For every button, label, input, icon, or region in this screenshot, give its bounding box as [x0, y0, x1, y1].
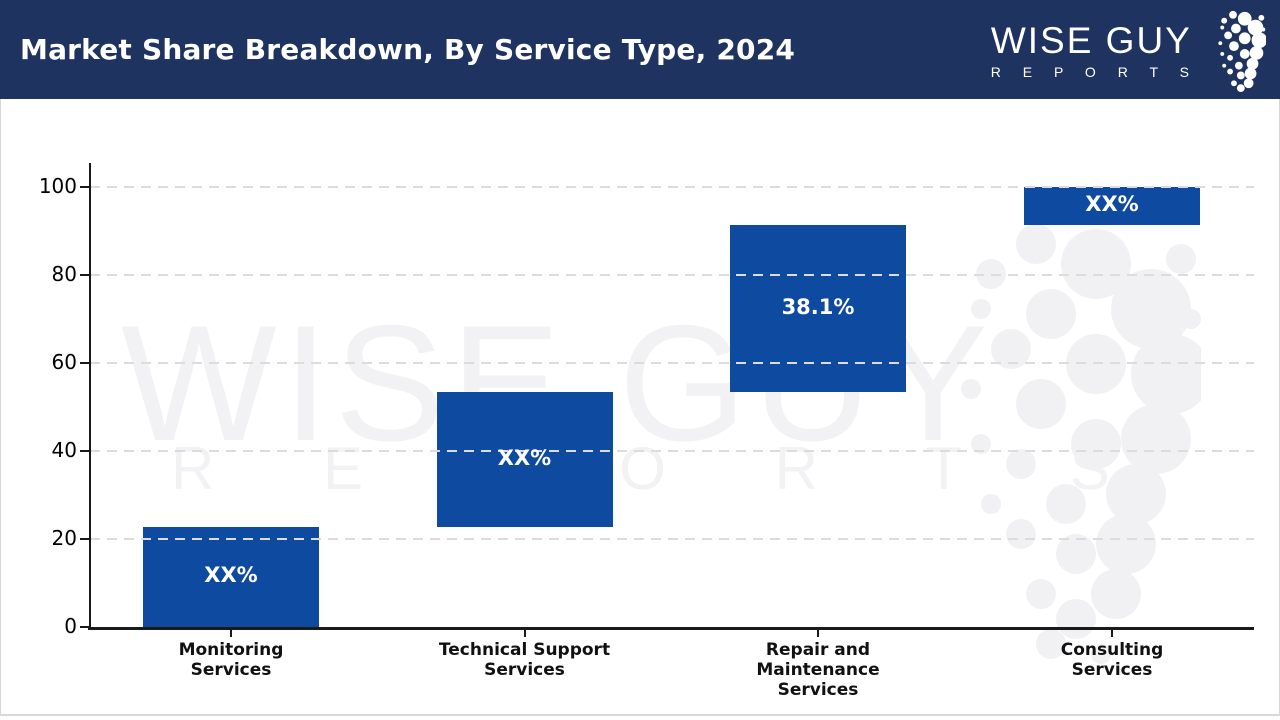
y-tick-label: 80: [51, 262, 77, 286]
y-tick-mark: [80, 362, 89, 364]
gridline: [90, 450, 1254, 452]
x-category-label: Consulting Services: [997, 640, 1227, 680]
y-tick-mark: [80, 186, 89, 188]
bar-value-label: XX%: [204, 562, 258, 587]
bar: [1024, 187, 1200, 225]
dotted-head-icon: [1218, 10, 1266, 93]
x-axis-line: [88, 627, 1254, 630]
y-tick-mark: [80, 538, 89, 540]
brand-name: WISE GUY: [990, 20, 1192, 61]
gridline: [90, 538, 1254, 540]
y-tick-mark: [80, 274, 89, 276]
bar: [730, 224, 906, 393]
x-tick-mark: [1111, 630, 1113, 637]
x-tick-mark: [817, 630, 819, 637]
y-tick-mark: [80, 450, 89, 452]
x-tick-mark: [230, 630, 232, 637]
x-category-label: Technical Support Services: [410, 640, 640, 680]
gridline: [90, 186, 1254, 188]
chart-panel: WISE GUY R E P O R T S 0 20 40: [0, 99, 1280, 716]
x-category-label: Monitoring Services: [116, 640, 346, 680]
x-category-label-line: Services: [190, 660, 272, 680]
x-category-label-line: Technical Support: [438, 640, 611, 660]
x-category-label: Repair and Maintenance Services: [703, 640, 933, 700]
x-category-label-line: Services: [777, 680, 859, 700]
x-category-label-line: Repair and: [765, 640, 871, 660]
y-tick-label: 40: [51, 438, 77, 462]
bar: [436, 392, 613, 527]
x-category-label-line: Consulting: [1060, 640, 1164, 660]
watermark-dotted-head-icon: [961, 224, 1201, 664]
x-tick-mark: [523, 630, 526, 637]
x-category-label-line: Maintenance: [756, 660, 880, 680]
brand-subname: R E P O R T S: [990, 64, 1198, 80]
page-title: Market Share Breakdown, By Service Type,…: [20, 33, 796, 66]
y-tick-mark: [80, 626, 89, 628]
x-category-label-line: Services: [484, 660, 565, 680]
y-axis-line: [89, 163, 91, 630]
plot-area: WISE GUY R E P O R T S 0 20 40: [1, 99, 1279, 714]
y-tick-label: 20: [51, 526, 77, 550]
x-category-label-line: Services: [1071, 660, 1153, 680]
gridline: [90, 274, 1254, 276]
bar-value-label: 38.1%: [781, 294, 855, 319]
brand-logo: WISE GUY R E P O R T S: [985, 8, 1266, 94]
y-tick-label: 60: [51, 350, 77, 374]
bar-value-label: XX%: [497, 445, 552, 470]
brand-logo-text: WISE GUY R E P O R T S: [985, 21, 1198, 81]
y-tick-label: 0: [64, 614, 77, 638]
gridline: [90, 362, 1254, 364]
x-category-label-line: Monitoring: [178, 640, 284, 660]
bar: [143, 526, 319, 627]
header-bar: Market Share Breakdown, By Service Type,…: [0, 0, 1280, 99]
bar-value-label: XX%: [1085, 191, 1139, 216]
y-tick-label: 100: [38, 174, 77, 198]
